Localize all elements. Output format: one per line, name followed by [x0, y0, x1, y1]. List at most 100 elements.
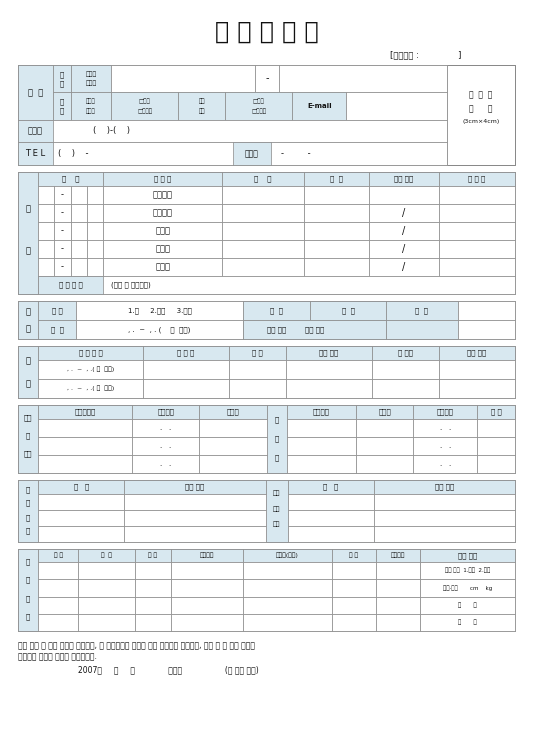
Bar: [374, 494, 515, 510]
Bar: [111, 65, 255, 92]
Bar: [18, 480, 38, 542]
Bar: [304, 172, 369, 186]
Text: 담당 업무: 담당 업무: [319, 350, 338, 357]
Text: 대학교: 대학교: [155, 226, 170, 235]
Bar: [304, 258, 369, 276]
Bar: [103, 172, 222, 186]
Bar: [38, 360, 143, 379]
Text: 성  명: 성 명: [101, 553, 112, 558]
Text: 취       기: 취 기: [458, 602, 477, 608]
Bar: [447, 65, 515, 165]
Bar: [76, 301, 243, 320]
Bar: [178, 92, 225, 120]
Text: -: -: [61, 226, 64, 235]
Text: -: -: [61, 209, 64, 217]
Text: E-mail: E-mail: [307, 103, 332, 109]
Bar: [18, 120, 53, 142]
Bar: [420, 549, 515, 562]
Text: (    )    -: ( ) -: [58, 149, 88, 158]
Text: .   .: . .: [440, 443, 451, 449]
Bar: [279, 65, 447, 92]
Bar: [38, 510, 124, 526]
Text: 종       교: 종 교: [458, 620, 477, 625]
Bar: [18, 405, 515, 473]
Bar: [265, 480, 287, 542]
Bar: [369, 186, 439, 204]
Bar: [369, 240, 439, 258]
Bar: [458, 301, 515, 320]
Text: 입 사 지 원 서: 입 사 지 원 서: [215, 20, 318, 44]
Text: 관 계: 관 계: [53, 553, 63, 558]
Text: -: -: [61, 244, 64, 253]
Bar: [372, 346, 439, 360]
Bar: [171, 614, 243, 631]
Bar: [71, 92, 111, 120]
Text: 경: 경: [26, 514, 30, 520]
Text: 장애: 장애: [198, 98, 205, 104]
Bar: [243, 320, 310, 339]
Bar: [233, 142, 271, 165]
Text: 직 위: 직 위: [349, 553, 358, 558]
Bar: [229, 379, 286, 398]
Bar: [477, 419, 515, 437]
Bar: [243, 549, 332, 562]
Bar: [222, 258, 304, 276]
Bar: [134, 579, 171, 596]
Bar: [143, 346, 229, 360]
Bar: [132, 455, 199, 473]
Text: 험: 험: [26, 528, 30, 534]
Bar: [38, 480, 124, 494]
Text: 신장·체중       cm    kg: 신장·체중 cm kg: [443, 585, 492, 590]
Text: 자격: 자격: [24, 414, 33, 421]
Bar: [134, 562, 171, 579]
Bar: [357, 419, 414, 437]
Bar: [171, 596, 243, 614]
Text: 직장명(직업): 직장명(직업): [276, 553, 298, 558]
Text: .   .: . .: [160, 425, 171, 431]
Bar: [243, 562, 332, 579]
Bar: [477, 455, 515, 473]
Text: 학 교 명: 학 교 명: [154, 176, 171, 182]
Bar: [87, 186, 103, 204]
Text: 취득일자: 취득일자: [157, 409, 174, 415]
Bar: [132, 437, 199, 455]
Bar: [293, 92, 346, 120]
Text: 학: 학: [26, 204, 30, 213]
Bar: [18, 549, 515, 631]
Text: 해: 해: [26, 486, 30, 492]
Text: 면허: 면허: [24, 451, 33, 457]
Bar: [266, 405, 287, 473]
Bar: [53, 65, 71, 92]
Text: /: /: [402, 244, 406, 254]
Bar: [287, 419, 357, 437]
Bar: [287, 494, 374, 510]
Bar: [243, 579, 332, 596]
Text: 시험일자: 시험일자: [437, 409, 454, 415]
Bar: [369, 258, 439, 276]
Bar: [222, 172, 304, 186]
Text: -: -: [265, 73, 269, 84]
Text: .   .: . .: [440, 425, 451, 431]
Text: 최종학력: 최종학력: [200, 553, 214, 558]
Text: 외: 외: [274, 417, 279, 423]
Bar: [439, 172, 515, 186]
Text: 성  명: 성 명: [28, 88, 43, 97]
Bar: [70, 204, 87, 222]
Bar: [477, 437, 515, 455]
Text: 발권처: 발권처: [227, 409, 239, 415]
Text: 구 분: 구 분: [52, 307, 62, 314]
Text: 점 수: 점 수: [490, 409, 502, 415]
Bar: [374, 510, 515, 526]
Bar: [78, 614, 134, 631]
Text: 공 백 기 간: 공 백 기 간: [59, 282, 83, 288]
Text: 기   간: 기 간: [74, 484, 89, 490]
Bar: [18, 301, 38, 339]
Bar: [243, 320, 386, 339]
Text: 만세 사유: 만세 사유: [305, 326, 324, 333]
Text: 및: 및: [26, 432, 30, 439]
Text: 소 재 지: 소 재 지: [469, 176, 486, 182]
Bar: [87, 240, 103, 258]
Bar: [243, 614, 332, 631]
Bar: [54, 240, 70, 258]
Text: .   .: . .: [160, 443, 171, 449]
